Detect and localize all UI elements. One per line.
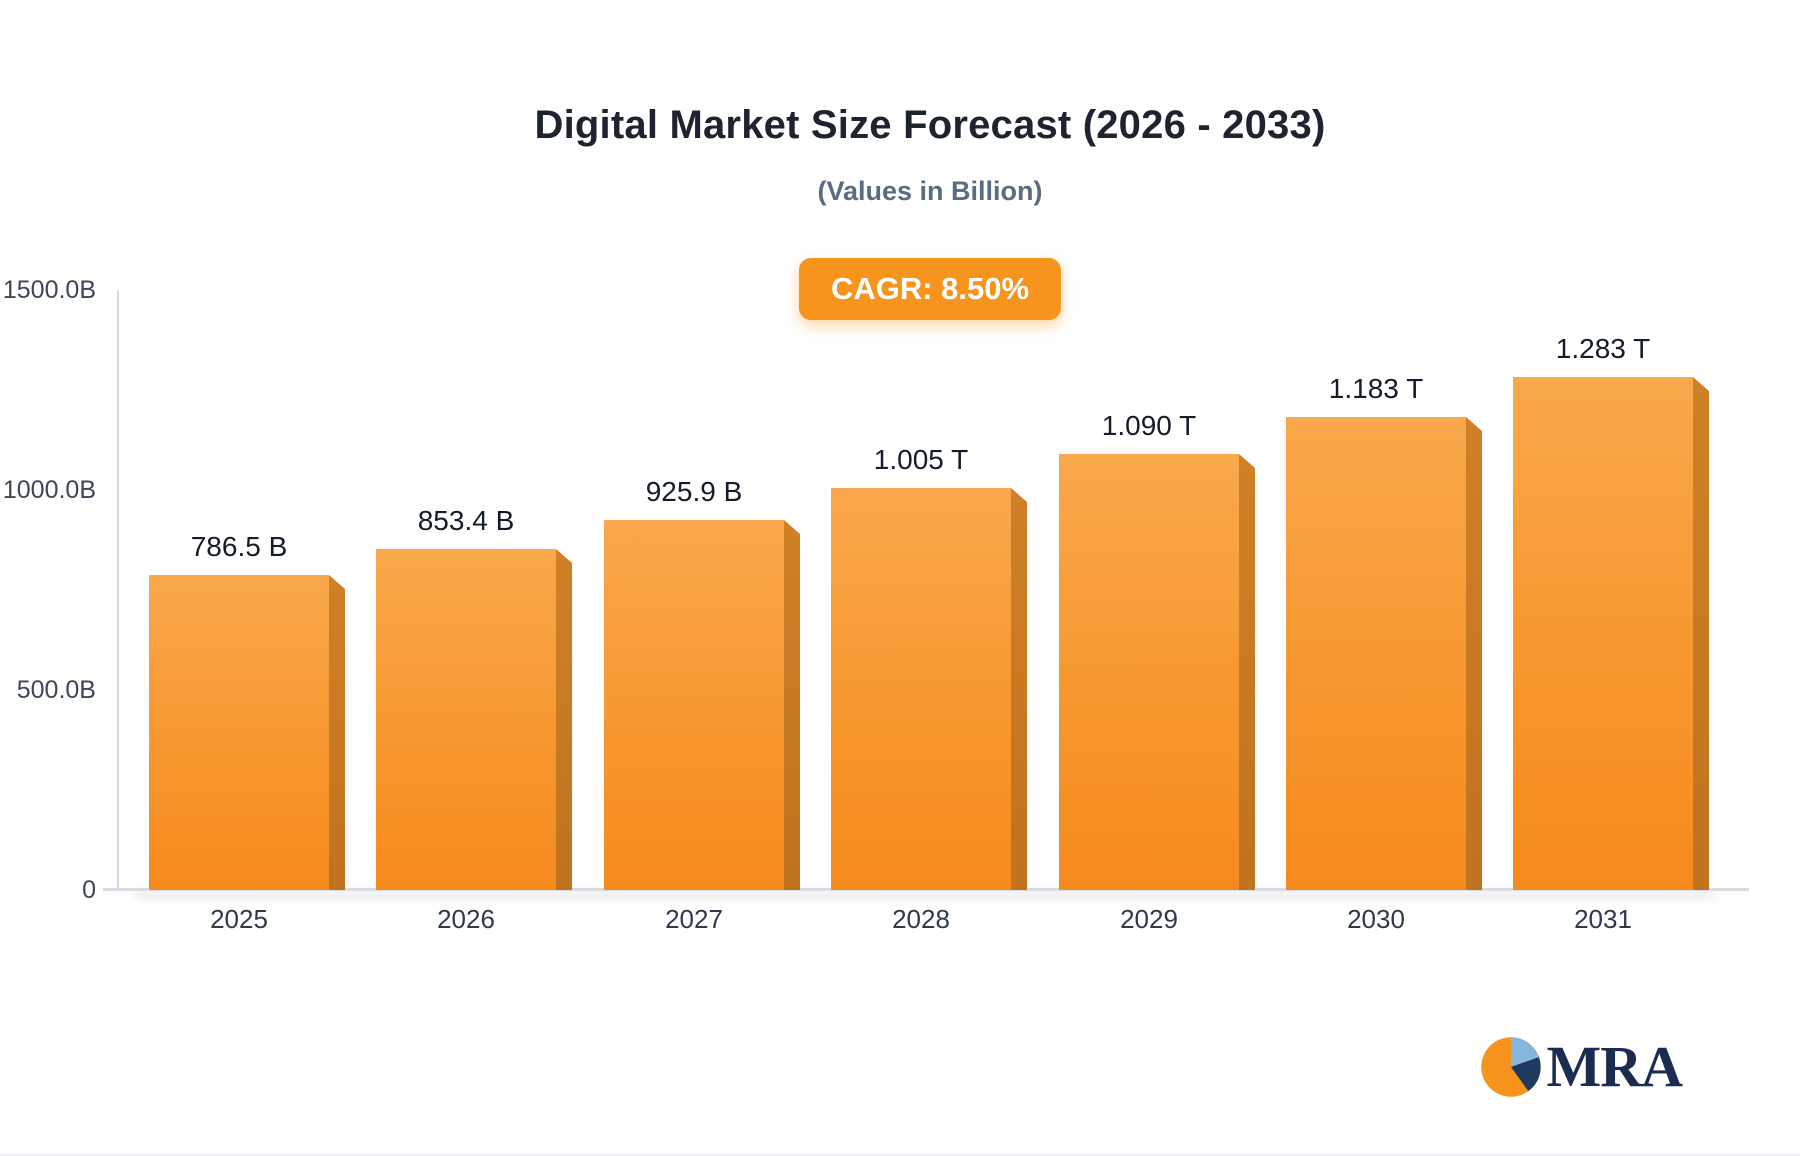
bar-value-label: 1.005 T	[873, 444, 969, 475]
bar-group: 1.005 T	[831, 290, 1027, 890]
bar	[1286, 417, 1466, 890]
y-axis-line	[117, 290, 119, 890]
cagr-badge: CAGR: 8.50%	[798, 258, 1062, 320]
bar-value-label: 1.283 T	[1555, 333, 1651, 364]
y-axis-tick-label: 1000.0B	[2, 476, 96, 504]
bar-3d-side	[1011, 488, 1027, 890]
bar-group: 853.4 B	[376, 290, 572, 890]
bar-value-label: 1.090 T	[1101, 410, 1197, 441]
logo-pie-icon	[1481, 1037, 1542, 1097]
bar	[604, 520, 784, 890]
y-axis-tick-label: 1500.0B	[2, 276, 96, 304]
y-axis-labels: 0 500.0B 1000.0B 1500.0B	[0, 0, 96, 1154]
plot-area: 786.5 B 853.4 B 925.9 B 1.005 T 1.090 T 1.183…	[118, 290, 1745, 890]
x-axis-label: 2029	[1120, 904, 1178, 934]
bar	[831, 488, 1011, 890]
bar-value-label: 925.9 B	[645, 476, 743, 507]
logo: MRA	[1480, 1034, 1683, 1099]
bar-value-label: 786.5 B	[190, 531, 288, 562]
bar	[149, 575, 329, 890]
logo-text: MRA	[1546, 1034, 1683, 1099]
bar-group: 1.183 T	[1286, 290, 1482, 890]
bar-value-label: 1.183 T	[1328, 373, 1424, 404]
baseline-shadow	[135, 891, 1715, 899]
x-axis-label: 2031	[1574, 904, 1632, 934]
bar	[1059, 454, 1239, 890]
x-axis-label: 2025	[210, 904, 268, 934]
bar-3d-side	[556, 549, 572, 890]
bar	[376, 549, 556, 890]
x-axis-label: 2026	[437, 904, 495, 934]
bar-3d-side	[784, 520, 800, 890]
chart-title: Digital Market Size Forecast (2026 - 203…	[534, 103, 1326, 147]
bar-group: 786.5 B	[149, 290, 345, 890]
x-axis-label: 2027	[665, 904, 723, 934]
y-axis-tick-label: 500.0B	[16, 676, 96, 704]
bar	[1513, 377, 1693, 890]
bar-3d-side	[1693, 377, 1709, 890]
y-axis-tick-label: 0	[82, 876, 96, 904]
x-axis-label: 2030	[1347, 904, 1405, 934]
chart-subtitle: (Values in Billion)	[817, 176, 1043, 206]
bar-group: 1.090 T	[1059, 290, 1255, 890]
bar-3d-side	[1239, 454, 1255, 890]
bar-3d-side	[329, 575, 345, 890]
bar-group: 1.283 T	[1513, 290, 1709, 890]
bar-3d-side	[1466, 417, 1482, 890]
x-axis-label: 2028	[892, 904, 950, 934]
bar-value-label: 853.4 B	[417, 505, 515, 536]
bar-group: 925.9 B	[604, 290, 800, 890]
